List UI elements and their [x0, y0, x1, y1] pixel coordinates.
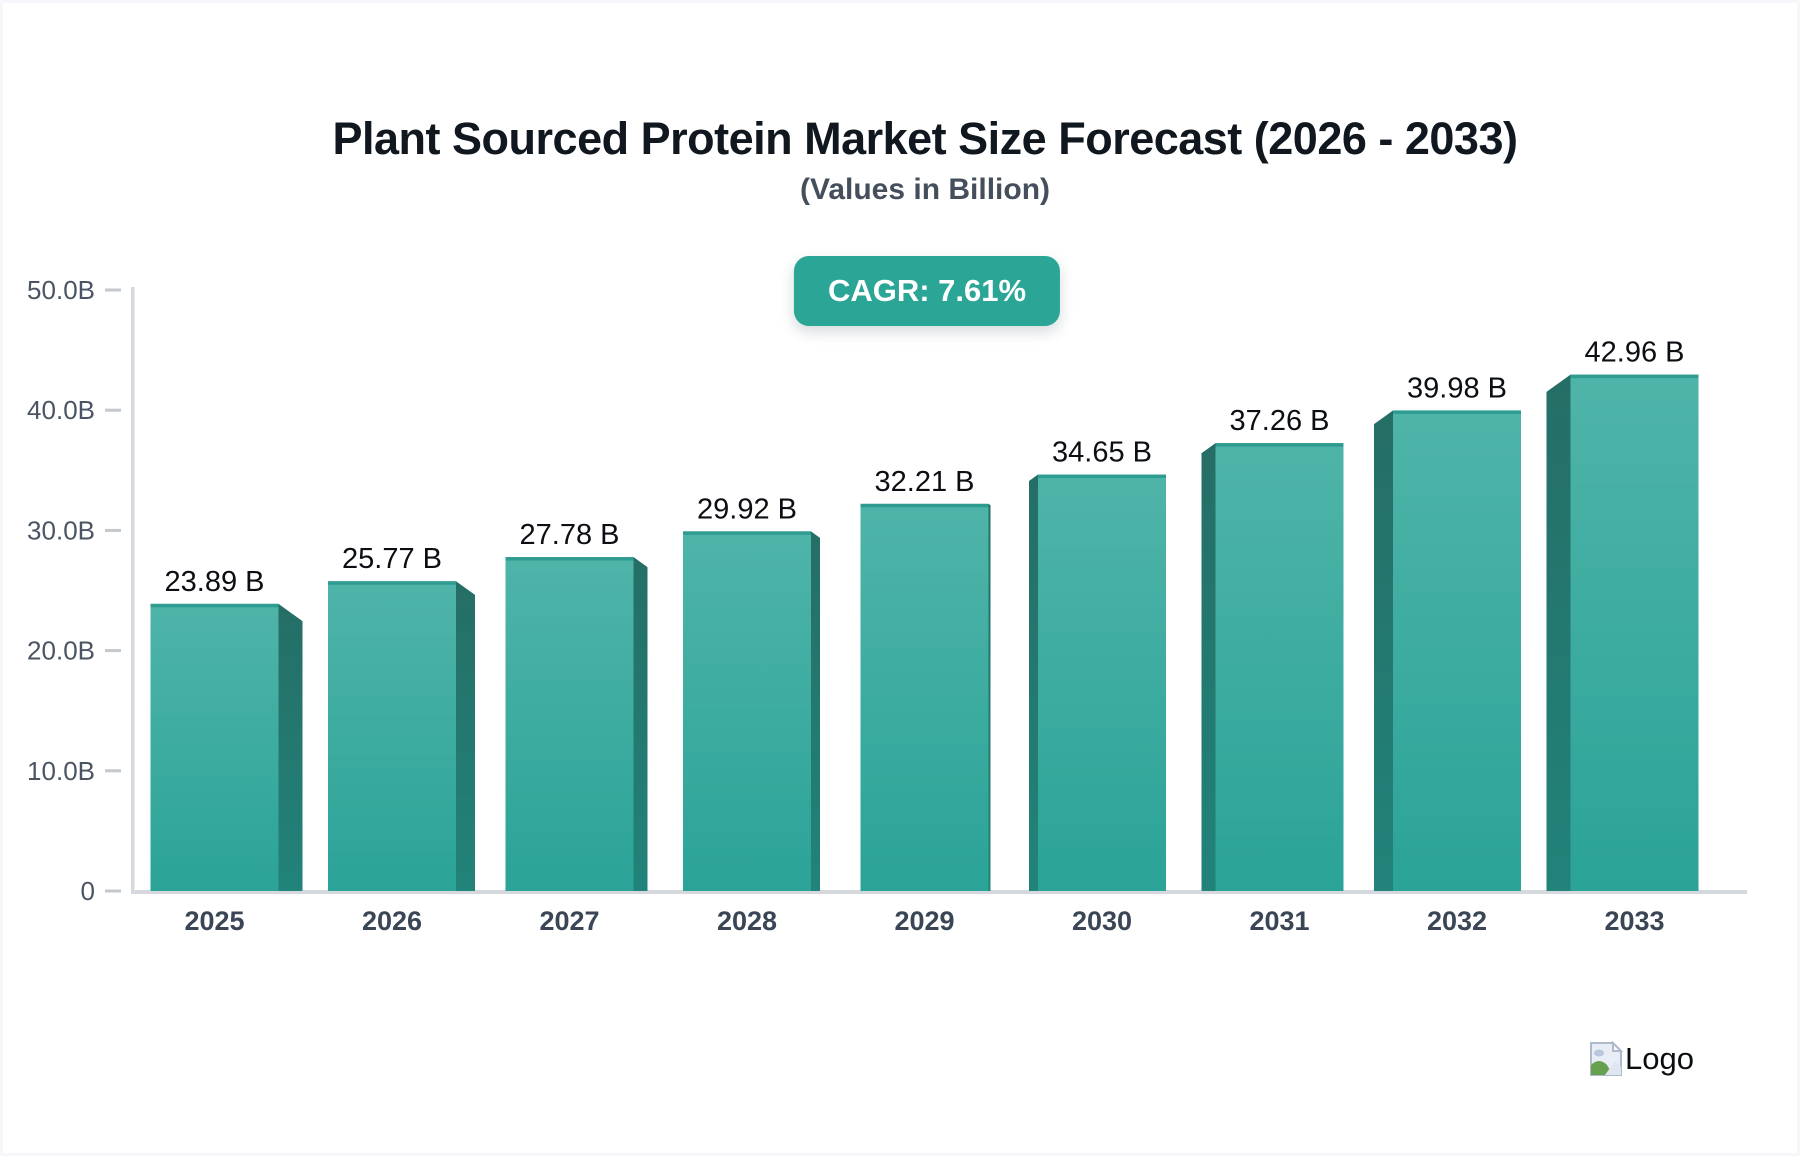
chart-title: Plant Sourced Protein Market Size Foreca… [332, 113, 1518, 164]
x-axis-line [131, 890, 1747, 894]
bar [505, 557, 634, 891]
bar-top-edge [150, 603, 279, 608]
bar-chart-plot: 50.0B 40.0B 30.0B 20.0B 10.0B 0 23.89 B 2025 25.… [27, 275, 1747, 936]
y-axis-tick-mark [105, 288, 121, 292]
bar [150, 603, 279, 891]
bar [1215, 443, 1344, 891]
bar-value-label: 27.78 B [520, 519, 620, 551]
bar-side-face [633, 557, 648, 891]
bar-side-face [1029, 474, 1038, 891]
x-axis-category-label: 2028 [717, 906, 777, 936]
bar-value-label: 23.89 B [165, 566, 265, 598]
y-axis-tick-label: 40.0B [27, 395, 95, 425]
y-axis-tick-label: 0 [81, 876, 95, 906]
y-axis-tick-label: 30.0B [27, 515, 95, 545]
bar [683, 531, 811, 891]
bar-top-edge [505, 557, 634, 561]
bar [328, 581, 456, 891]
bar-value-label: 29.92 B [697, 493, 797, 525]
x-axis-category-label: 2025 [184, 906, 244, 936]
y-axis-tick-mark [105, 649, 121, 653]
bar [1038, 474, 1166, 891]
bar-top-edge [1393, 410, 1521, 414]
y-axis-tick-mark [105, 408, 121, 412]
bar-side-face [1201, 443, 1216, 891]
x-axis-category-label: 2032 [1427, 906, 1487, 936]
bar [1393, 410, 1521, 891]
bar-side-face [1374, 410, 1393, 891]
bar-side-face [456, 581, 475, 891]
bar-top-edge [683, 531, 811, 535]
x-axis-category-label: 2030 [1072, 906, 1132, 936]
chart-subtitle: (Values in Billion) [799, 173, 1051, 206]
bar-top-edge [1038, 474, 1166, 479]
bar-value-label: 32.21 B [875, 466, 975, 498]
logo-alt-text: Logo [1625, 1041, 1694, 1076]
bar-side-face [988, 503, 991, 891]
x-axis-category-label: 2033 [1604, 906, 1664, 936]
y-axis-tick-label: 50.0B [27, 275, 95, 305]
bar-value-label: 34.65 B [1052, 437, 1152, 469]
bar-value-label: 37.26 B [1230, 405, 1330, 437]
x-axis-category-label: 2029 [894, 906, 954, 936]
y-axis-tick-label: 10.0B [27, 756, 95, 786]
bar-value-label: 25.77 B [342, 543, 442, 575]
x-axis-category-label: 2027 [539, 906, 599, 936]
y-axis-tick-label: 20.0B [27, 636, 95, 666]
bar-top-edge [1570, 374, 1699, 379]
bar [860, 503, 989, 891]
logo: Logo [1589, 1041, 1694, 1077]
y-axis-tick-mark [105, 769, 121, 773]
broken-image-icon [1590, 1041, 1623, 1076]
bar-top-edge [1215, 443, 1344, 447]
cagr-badge: CAGR: 7.61% [793, 256, 1061, 326]
bar-value-label: 39.98 B [1407, 372, 1507, 404]
bar-side-face [278, 603, 303, 891]
bar-side-face [1546, 374, 1571, 891]
bar-side-face [811, 531, 820, 891]
bar-top-edge [328, 581, 456, 585]
bar [1570, 374, 1699, 891]
y-axis-line [131, 287, 135, 894]
x-axis-category-label: 2031 [1249, 906, 1309, 936]
bar-value-label: 42.96 B [1585, 337, 1685, 369]
y-axis-tick-mark [105, 528, 121, 532]
y-axis-tick-mark [105, 889, 121, 893]
x-axis-category-label: 2026 [362, 906, 422, 936]
bar-top-edge [860, 503, 989, 508]
